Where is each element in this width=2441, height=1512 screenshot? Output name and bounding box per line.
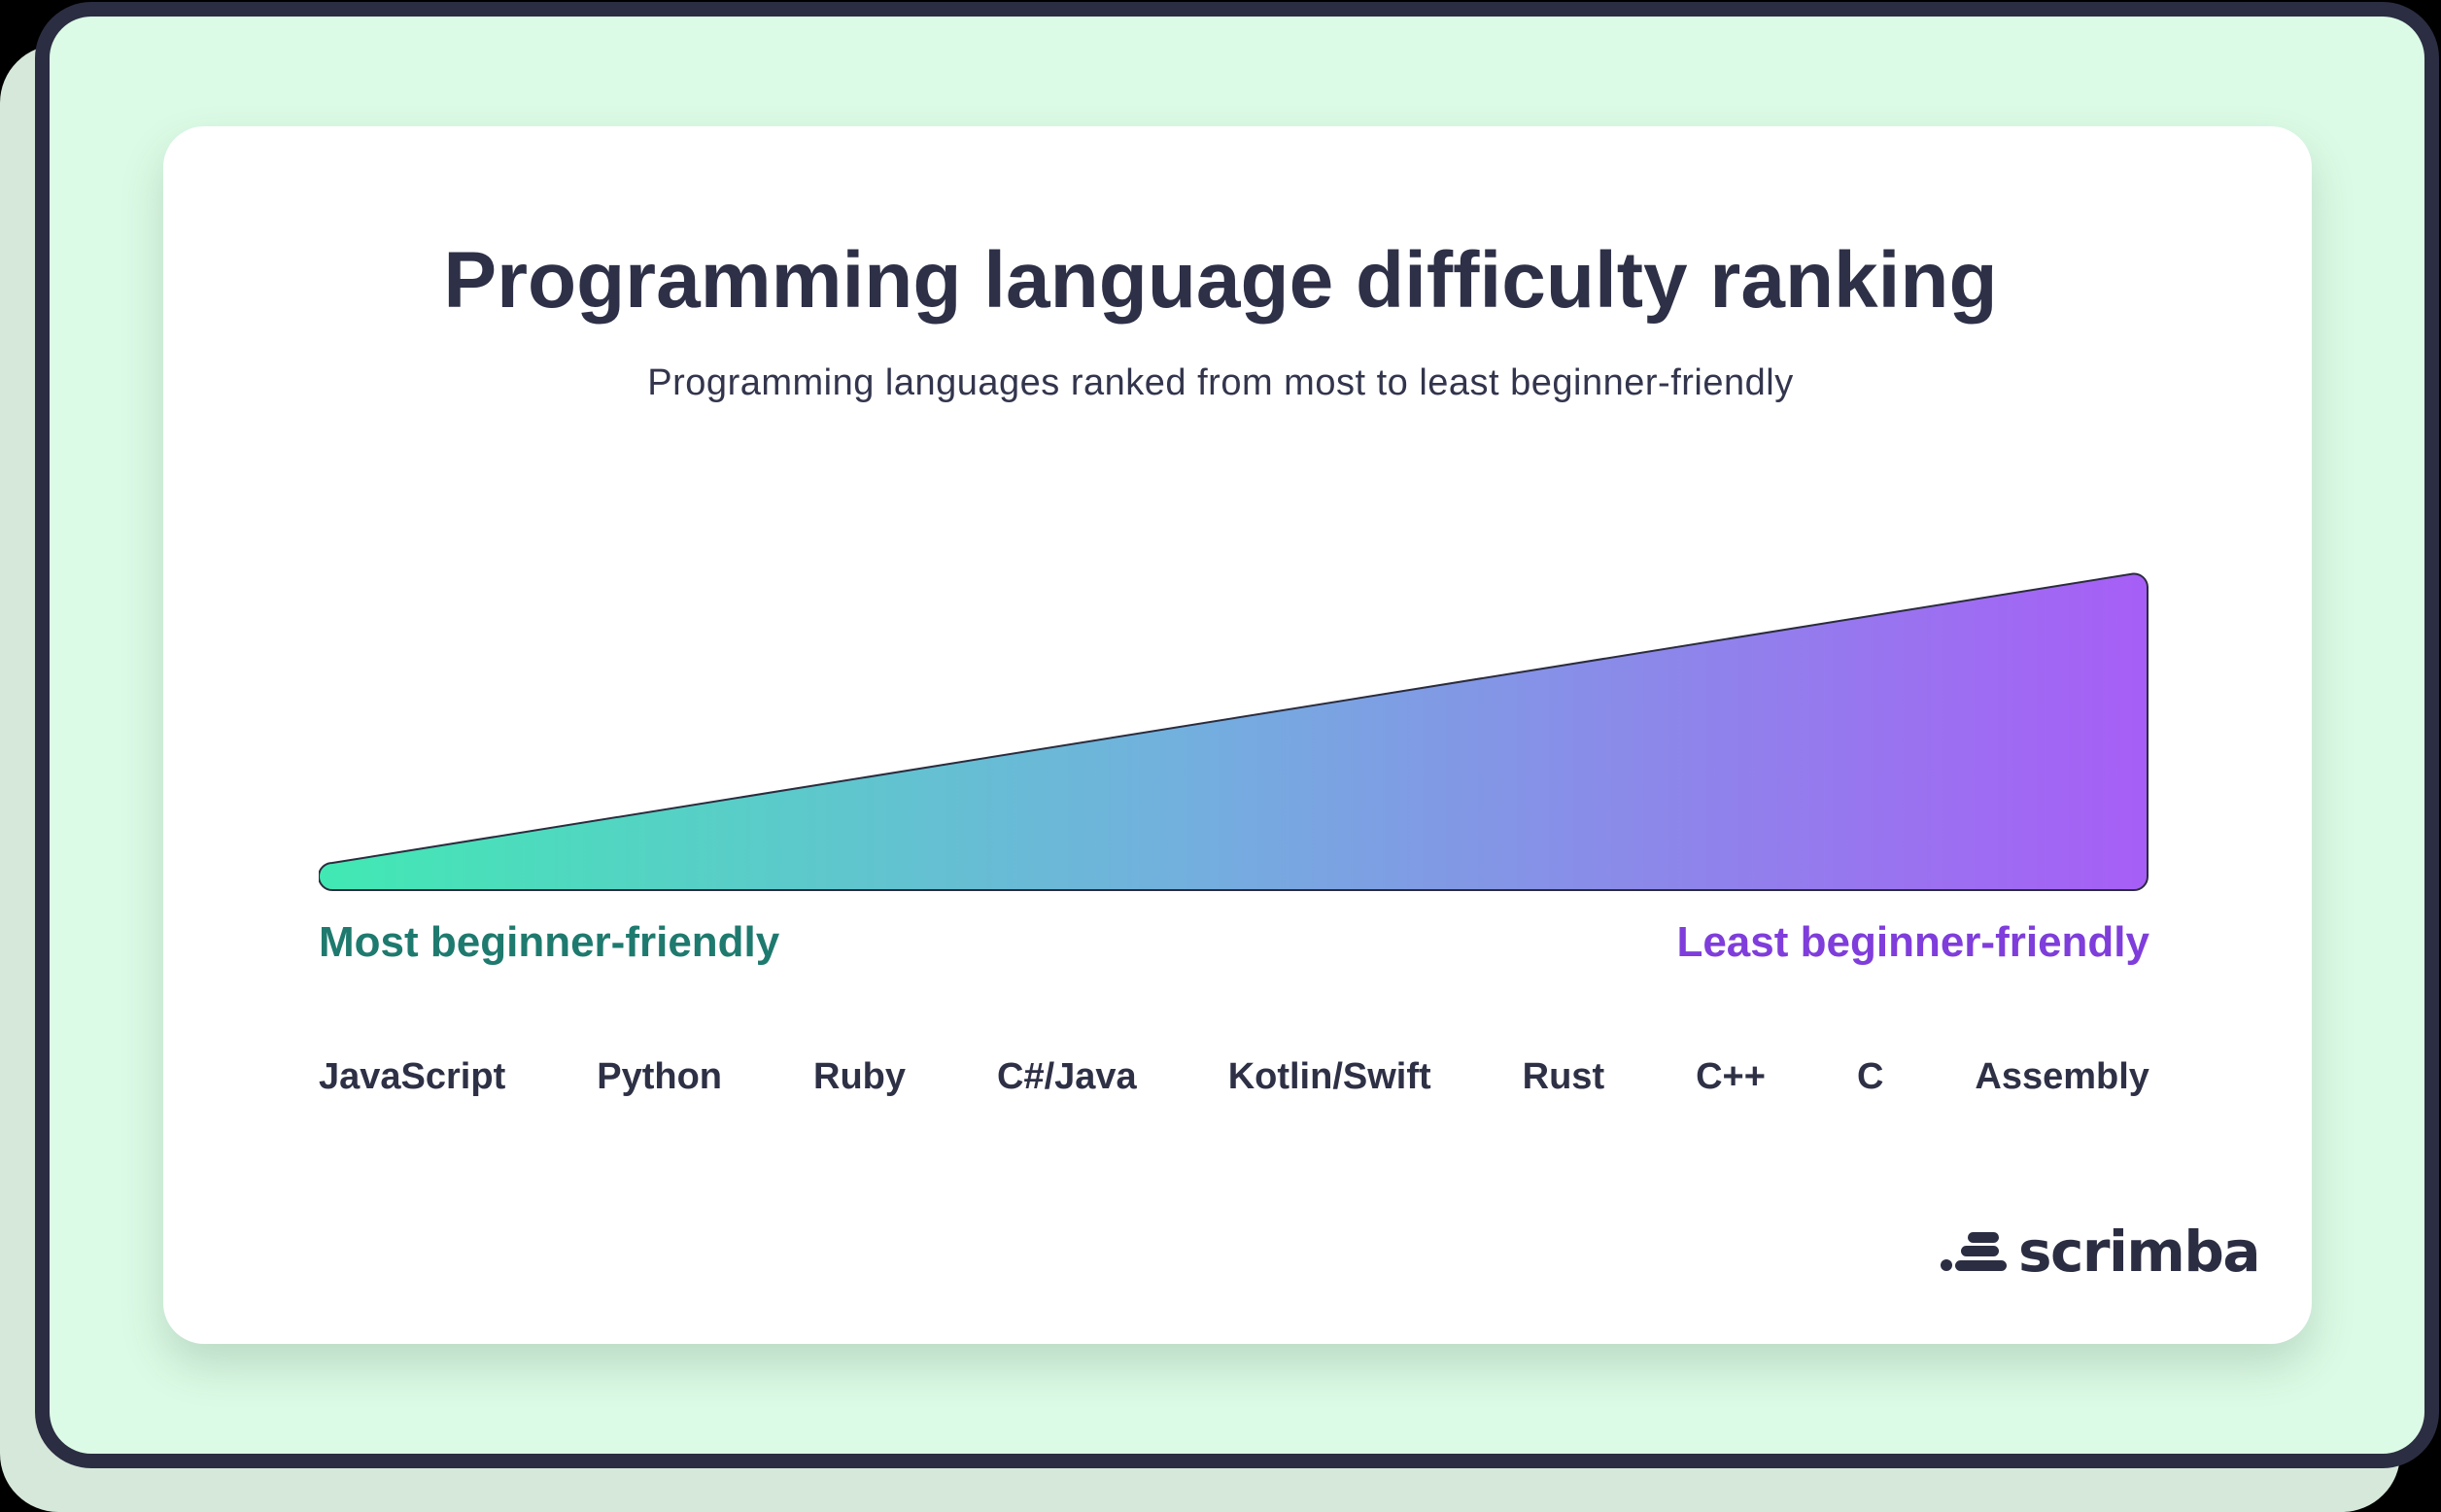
chart-title: Programming language difficulty ranking bbox=[443, 236, 1998, 325]
difficulty-wedge-svg bbox=[318, 572, 2149, 891]
difficulty-wedge-chart bbox=[318, 544, 2149, 894]
axis-label-most-beginner-friendly: Most beginner-friendly bbox=[319, 918, 780, 966]
chart-subtitle: Programming languages ranked from most t… bbox=[647, 362, 1794, 403]
logo-dot bbox=[1941, 1259, 1953, 1271]
scrimba-logo: scrimba bbox=[1941, 1219, 2260, 1286]
language-label-kotlin-swift: Kotlin/Swift bbox=[1227, 1056, 1431, 1097]
logo-bar-top bbox=[1968, 1232, 2000, 1243]
scrimba-wordmark: scrimba bbox=[2018, 1219, 2260, 1286]
language-label-rust: Rust bbox=[1522, 1056, 1605, 1097]
logo-bar-bottom bbox=[1955, 1259, 2008, 1271]
language-label-javascript: JavaScript bbox=[319, 1056, 506, 1097]
axis-labels-row: Most beginner-friendly Least beginner-fr… bbox=[319, 921, 2149, 964]
logo-bar-middle bbox=[1961, 1246, 2000, 1256]
language-label-python: Python bbox=[597, 1056, 723, 1097]
language-label-c: C bbox=[1856, 1056, 1884, 1097]
language-label-cpp: C++ bbox=[1696, 1056, 1766, 1097]
language-labels-row: JavaScript Python Ruby C#/Java Kotlin/Sw… bbox=[319, 1056, 2149, 1098]
language-label-csharp-java: C#/Java bbox=[997, 1056, 1137, 1097]
gradient-wedge-shape bbox=[318, 572, 2149, 891]
language-label-ruby: Ruby bbox=[813, 1056, 907, 1097]
scrimba-logo-icon bbox=[1941, 1232, 2008, 1271]
language-label-assembly: Assembly bbox=[1975, 1056, 2149, 1097]
axis-label-least-beginner-friendly: Least beginner-friendly bbox=[1676, 918, 2149, 966]
